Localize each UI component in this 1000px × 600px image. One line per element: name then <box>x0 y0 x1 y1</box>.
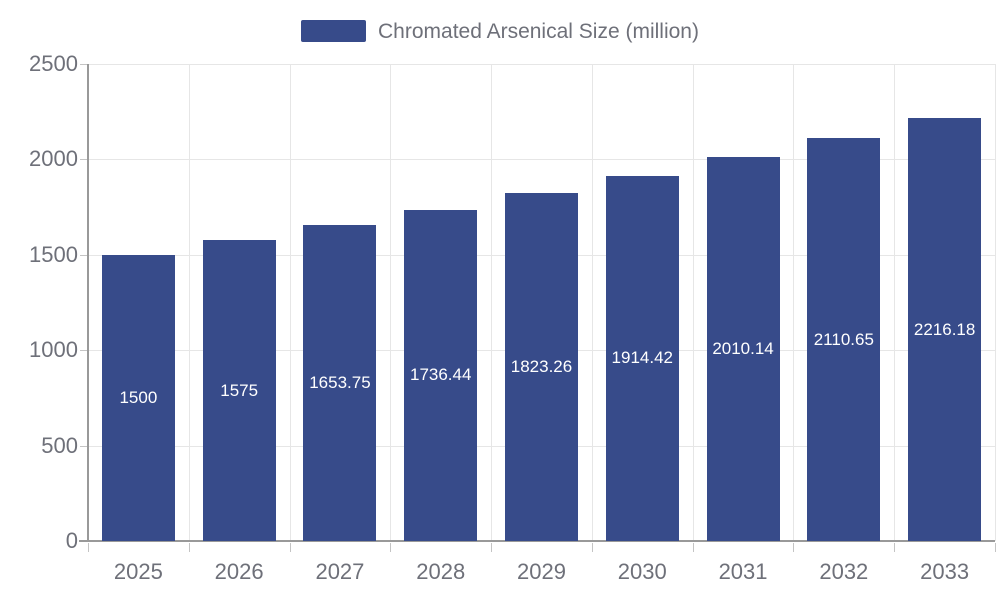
legend[interactable]: Chromated Arsenical Size (million) <box>0 16 1000 46</box>
bar-value-label: 1653.75 <box>309 373 371 393</box>
bar[interactable] <box>101 254 175 541</box>
bar[interactable] <box>404 209 478 541</box>
bar[interactable] <box>505 193 578 541</box>
y-axis-tick <box>80 159 88 161</box>
bar[interactable] <box>706 157 780 541</box>
y-axis-tick-label: 2500 <box>29 51 78 76</box>
x-axis-tick-label: 2029 <box>517 559 566 584</box>
bar-value-label: 1914.42 <box>611 348 673 368</box>
x-axis-tick-label: 2028 <box>416 559 466 584</box>
x-axis-tick <box>692 543 694 552</box>
y-axis-tick <box>80 254 88 256</box>
gridline-vertical <box>188 64 190 541</box>
legend-swatch-icon <box>301 20 367 42</box>
x-axis-tick <box>390 543 392 552</box>
x-axis-tick-label: 2025 <box>113 559 163 584</box>
gridline-vertical <box>793 64 795 541</box>
bar-value-label: 2110.65 <box>813 329 874 349</box>
gridline-vertical <box>289 64 291 541</box>
y-axis-tick-label: 0 <box>65 528 78 553</box>
x-axis-line <box>79 540 995 542</box>
gridline-vertical <box>894 64 896 541</box>
bar-value-label: 1575 <box>220 380 259 400</box>
bar[interactable] <box>605 175 679 541</box>
x-axis-tick-label: 2027 <box>315 559 365 584</box>
bar[interactable] <box>303 225 377 541</box>
x-axis-tick-label: 2026 <box>214 559 264 584</box>
y-axis-tick <box>80 64 88 65</box>
bar-value-label: 2010.14 <box>712 339 774 359</box>
gridline-vertical <box>390 64 392 541</box>
x-axis-tick <box>894 543 896 552</box>
x-axis-tick <box>591 543 593 552</box>
x-axis-tick <box>995 543 996 552</box>
y-axis-line <box>87 64 89 541</box>
y-axis-tick-label: 500 <box>41 432 78 458</box>
gridline-vertical <box>995 64 996 541</box>
x-axis-tick <box>188 543 190 552</box>
y-axis-tick <box>80 445 88 447</box>
gridline-horizontal <box>88 159 995 161</box>
x-axis-tick <box>491 543 493 552</box>
legend-label: Chromated Arsenical Size (million) <box>378 19 699 43</box>
x-axis-tick-label: 2032 <box>819 559 869 584</box>
x-axis-tick <box>289 543 291 552</box>
bar-value-label: 1823.26 <box>510 357 573 377</box>
y-axis-tick-label: 2000 <box>29 146 78 172</box>
x-axis-tick <box>88 543 89 552</box>
x-axis-tick <box>793 543 795 552</box>
gridline-horizontal <box>88 64 995 65</box>
x-axis-tick-label: 2031 <box>718 559 768 584</box>
gridline-vertical <box>591 64 593 541</box>
bar-value-label: 1500 <box>119 387 158 407</box>
bar-value-label: 1736.44 <box>409 365 472 385</box>
bar-value-label: 2216.18 <box>913 319 976 339</box>
y-axis-tick-label: 1000 <box>29 337 78 363</box>
x-axis-tick-label: 2030 <box>617 559 667 584</box>
x-axis-tick-label: 2033 <box>920 559 970 584</box>
bar[interactable] <box>807 138 881 541</box>
gridline-vertical <box>491 64 493 541</box>
y-axis-tick <box>80 350 88 352</box>
gridline-vertical <box>692 64 694 541</box>
bar[interactable] <box>202 240 276 541</box>
y-axis-tick-label: 1500 <box>29 241 78 267</box>
bar[interactable] <box>908 118 982 541</box>
